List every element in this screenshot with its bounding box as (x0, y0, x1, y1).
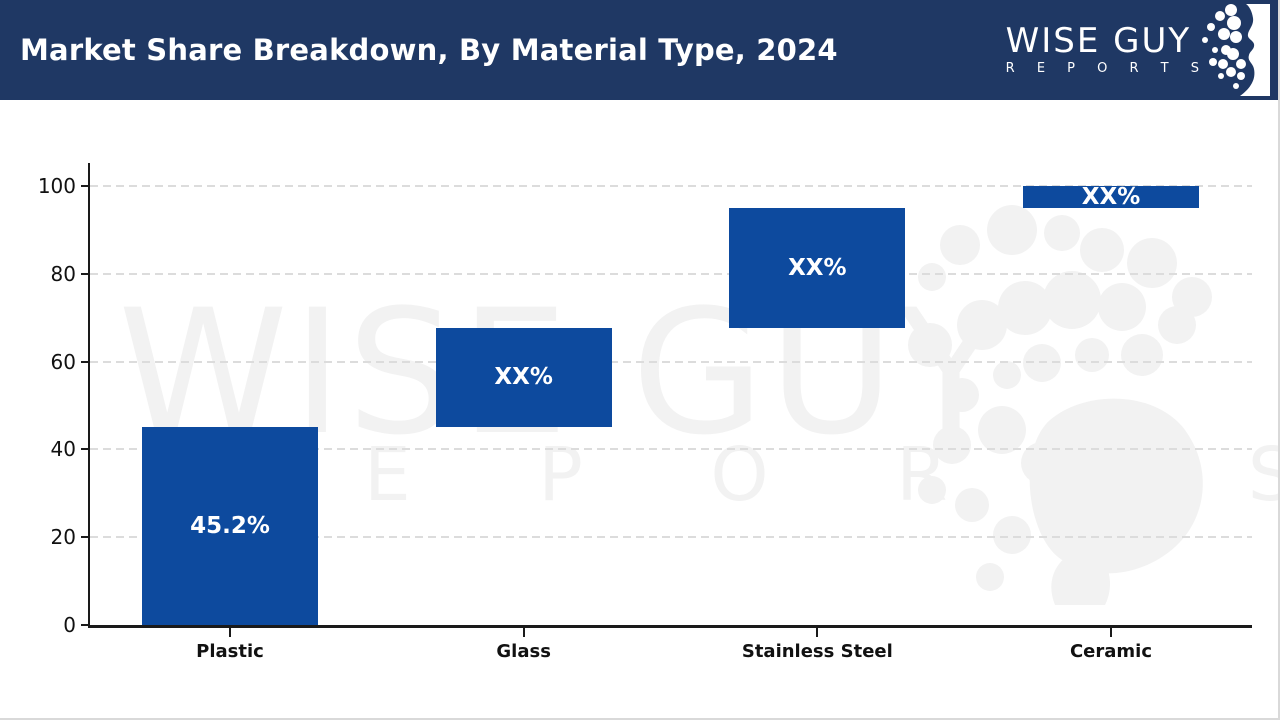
category-label-ceramic: Ceramic (1069, 641, 1153, 662)
y-tick-label-100: 100 (37, 174, 76, 198)
category-label-glass: Glass (496, 641, 551, 662)
x-tick-plastic (229, 628, 231, 637)
logo-text: WISE GUY R E P O R T S (1005, 20, 1208, 77)
y-tick-20 (81, 536, 90, 539)
chart-title: Market Share Breakdown, By Material Type… (20, 33, 838, 67)
gridline-80 (90, 272, 1252, 275)
x-tick-ceramic (1110, 628, 1112, 637)
y-tick-40 (81, 448, 90, 451)
bar-ceramic (1023, 186, 1199, 208)
head-profile-icon (1202, 4, 1270, 96)
x-tick-glass (522, 628, 525, 637)
logo-subtext: R E P O R T S (1005, 61, 1208, 77)
y-tick-label-60: 60 (50, 349, 76, 374)
watermark-subtext: R E P O R T S (185, 432, 1280, 518)
category-label-stainless-steel: Stainless Steel (741, 641, 893, 662)
header-bar: Market Share Breakdown, By Material Type… (0, 0, 1278, 100)
bar-value-label-glass: XX% (494, 364, 553, 391)
bar-plastic (142, 426, 318, 625)
x-tick-stainless-steel (816, 628, 819, 637)
y-tick-0 (81, 624, 90, 626)
x-axis-line (88, 625, 1252, 628)
chart-canvas: WISE GUY R E P O R T S (0, 100, 1280, 718)
gridline-100 (90, 185, 1252, 187)
wiseguy-logo: WISE GUY R E P O R T S (1005, 4, 1278, 96)
gridline-20 (90, 536, 1252, 539)
y-axis-line (88, 163, 90, 628)
y-tick-label-40: 40 (50, 437, 76, 462)
y-tick-label-20: 20 (50, 525, 76, 550)
bar-value-label-ceramic: XX% (1081, 183, 1141, 210)
gridline-60 (90, 360, 1252, 363)
bar-glass (435, 327, 612, 427)
gridline-40 (90, 448, 1252, 451)
bar-value-label-plastic: 45.2% (190, 512, 270, 539)
y-tick-60 (81, 360, 90, 363)
y-tick-80 (81, 272, 90, 275)
y-tick-label-0: 0 (63, 613, 76, 637)
y-tick-label-80: 80 (50, 261, 76, 286)
logo-wordmark: WISE GUY (1005, 20, 1192, 61)
bar-stainless-steel (729, 207, 906, 328)
category-label-plastic: Plastic (196, 641, 264, 662)
y-tick-100 (81, 185, 90, 187)
bar-value-label-stainless-steel: XX% (788, 254, 847, 281)
